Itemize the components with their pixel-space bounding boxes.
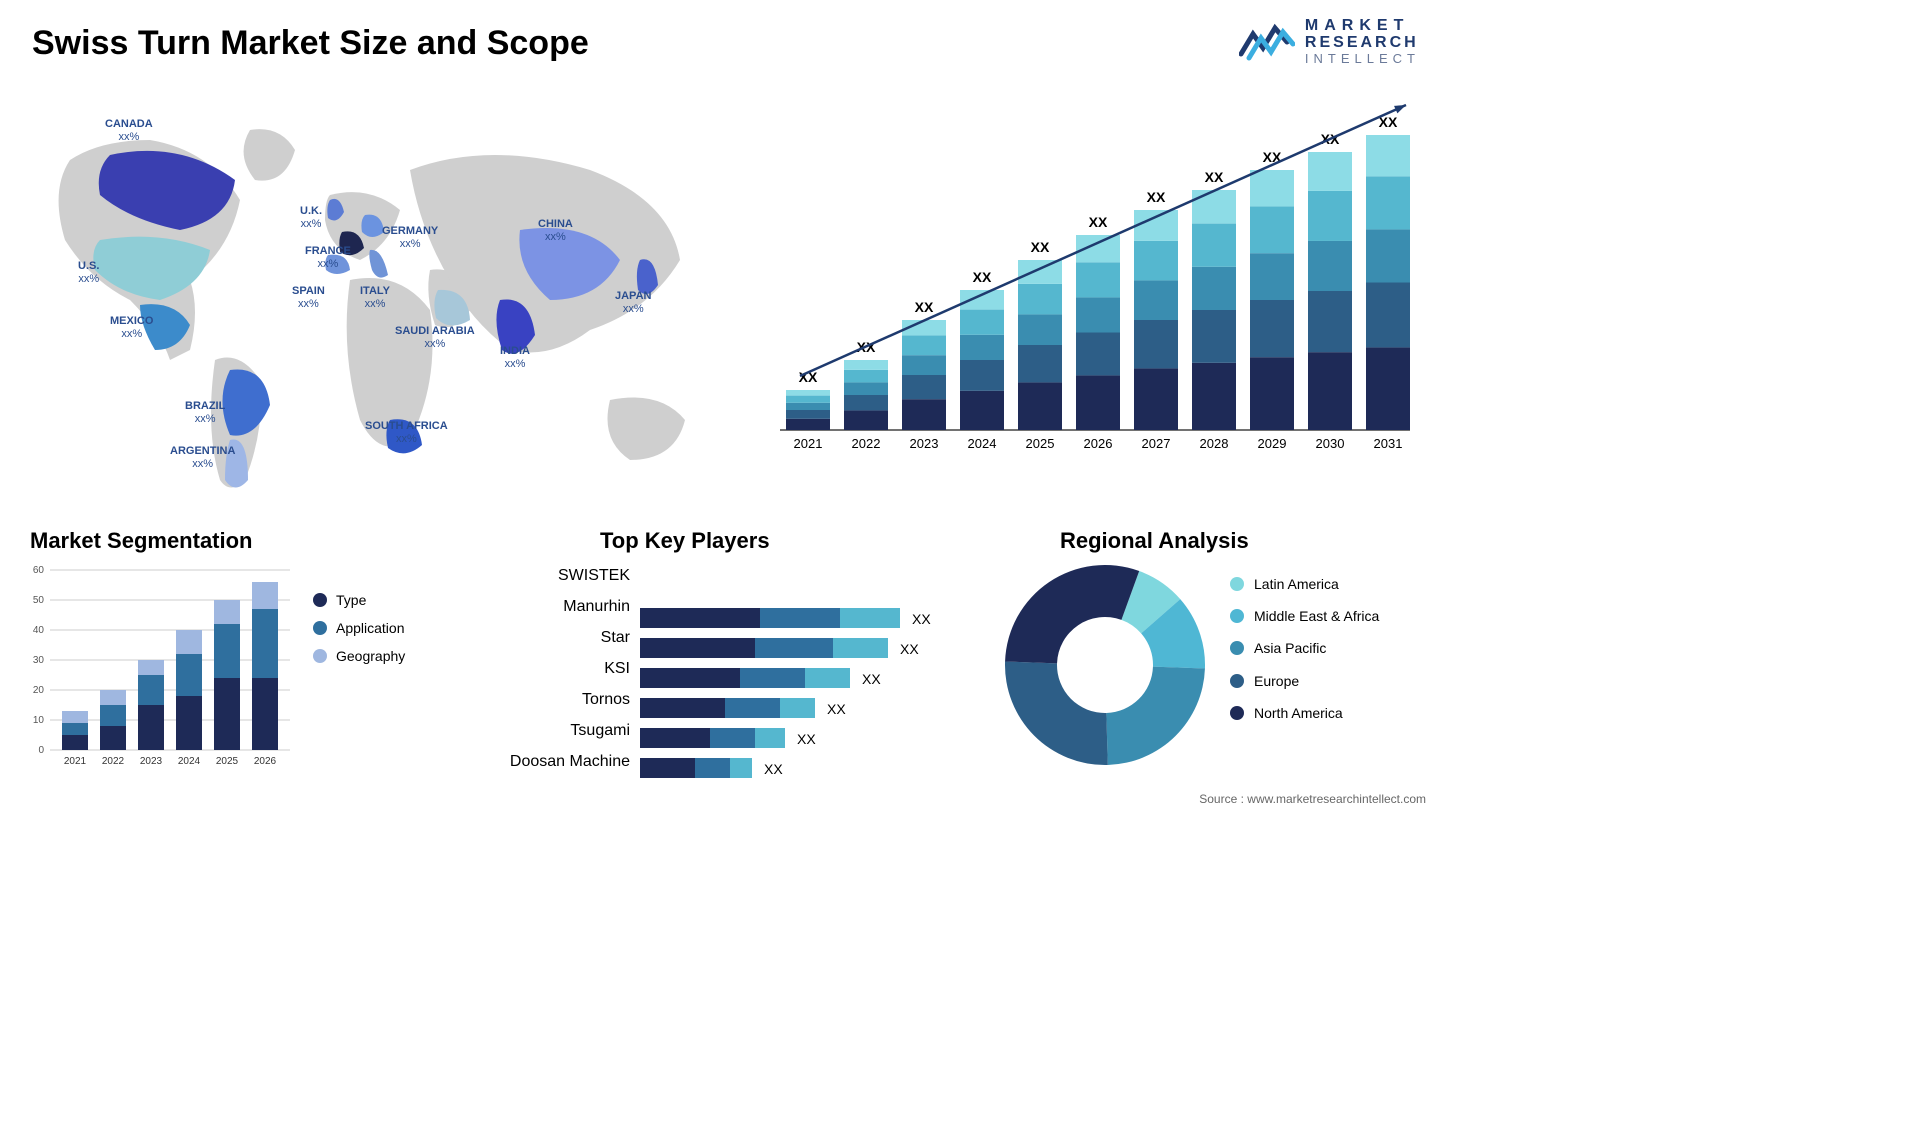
svg-text:2025: 2025 (216, 756, 239, 767)
svg-text:2024: 2024 (178, 756, 201, 767)
region-legend-item: North America (1230, 704, 1430, 722)
world-map: CANADAxx% U.S.xx% MEXICOxx% BRAZILxx% ARGENT… (30, 100, 730, 500)
player-name: Doosan Machine (470, 746, 630, 777)
segmentation-svg: 0 10 20 30 40 50 60 2021 2022 2023 2024 2025 2026 Typ… (20, 560, 450, 780)
growth-chart-svg: XX2021XX2022XX2023XX2024XX2025XX2026XX20… (770, 100, 1420, 470)
svg-text:2026: 2026 (254, 756, 277, 767)
growth-chart: XX2021XX2022XX2023XX2024XX2025XX2026XX20… (770, 100, 1420, 470)
legend-label: Asia Pacific (1254, 639, 1326, 657)
legend-label: Europe (1254, 672, 1299, 690)
svg-text:XX: XX (1089, 214, 1108, 230)
map-label-germany: GERMANYxx% (382, 225, 438, 251)
legend-dot (1230, 674, 1244, 688)
map-label-argentina: ARGENTINAxx% (170, 445, 235, 471)
svg-text:XX: XX (915, 299, 934, 315)
logo-line3: INTELLECT (1305, 52, 1420, 66)
legend-label: Latin America (1254, 575, 1339, 593)
brand-logo: MARKET RESEARCH INTELLECT (1239, 18, 1420, 65)
svg-text:XX: XX (827, 701, 846, 717)
logo-line2: RESEARCH (1305, 35, 1420, 52)
player-name: SWISTEK (470, 560, 630, 591)
svg-text:2021: 2021 (794, 436, 823, 451)
map-label-spain: SPAINxx% (292, 285, 325, 311)
map-label-italy: ITALYxx% (360, 285, 390, 311)
svg-text:60: 60 (33, 565, 45, 576)
player-name: Tornos (470, 684, 630, 715)
svg-text:Application: Application (336, 620, 405, 636)
svg-text:2026: 2026 (1084, 436, 1113, 451)
page-title: Swiss Turn Market Size and Scope (32, 24, 589, 63)
svg-text:2023: 2023 (140, 756, 163, 767)
svg-text:2022: 2022 (852, 436, 881, 451)
map-label-south-africa: SOUTH AFRICAxx% (365, 420, 448, 446)
map-label-canada: CANADAxx% (105, 118, 153, 144)
key-players-svg: XX XX XX XX XX XX (640, 570, 970, 780)
svg-text:20: 20 (33, 685, 45, 696)
key-players-title: Top Key Players (600, 528, 770, 554)
map-label-france: FRANCExx% (305, 245, 351, 271)
player-name: Tsugami (470, 715, 630, 746)
svg-text:30: 30 (33, 655, 45, 666)
map-label-saudi-arabia: SAUDI ARABIAxx% (395, 325, 475, 351)
svg-text:XX: XX (797, 731, 816, 747)
svg-text:XX: XX (1147, 189, 1166, 205)
svg-text:2031: 2031 (1374, 436, 1403, 451)
player-name: KSI (470, 653, 630, 684)
region-legend-item: Europe (1230, 672, 1430, 690)
svg-text:2023: 2023 (910, 436, 939, 451)
map-label-mexico: MEXICOxx% (110, 315, 153, 341)
player-name: Manurhin (470, 591, 630, 622)
region-legend-item: Asia Pacific (1230, 639, 1430, 657)
svg-text:XX: XX (764, 761, 783, 777)
svg-text:2027: 2027 (1142, 436, 1171, 451)
source-credit: Source : www.marketresearchintellect.com (1199, 792, 1426, 806)
svg-text:Type: Type (336, 592, 367, 608)
map-label-u-s-: U.S.xx% (78, 260, 99, 286)
player-name: Star (470, 622, 630, 653)
legend-dot (1230, 609, 1244, 623)
map-label-japan: JAPANxx% (615, 290, 651, 316)
region-legend-item: Middle East & Africa (1230, 607, 1430, 625)
regional-legend: Latin America Middle East & Africa Asia Pa… (1230, 575, 1430, 736)
key-players-bars: XX XX XX XX XX XX (640, 570, 970, 780)
legend-dot (1230, 577, 1244, 591)
map-label-brazil: BRAZILxx% (185, 400, 225, 426)
logo-line1: MARKET (1305, 18, 1420, 35)
map-label-u-k-: U.K.xx% (300, 205, 322, 231)
svg-text:2028: 2028 (1200, 436, 1229, 451)
legend-dot (1230, 641, 1244, 655)
donut-svg (1000, 560, 1210, 770)
svg-text:XX: XX (912, 611, 931, 627)
svg-text:2024: 2024 (968, 436, 997, 451)
logo-icon (1239, 22, 1295, 62)
map-label-china: CHINAxx% (538, 218, 573, 244)
svg-text:2025: 2025 (1026, 436, 1055, 451)
svg-text:XX: XX (1205, 169, 1224, 185)
regional-donut (1000, 560, 1210, 770)
svg-text:2021: 2021 (64, 756, 87, 767)
svg-text:2030: 2030 (1316, 436, 1345, 451)
legend-label: North America (1254, 704, 1343, 722)
svg-text:0: 0 (38, 745, 44, 756)
svg-text:XX: XX (900, 641, 919, 657)
segmentation-title: Market Segmentation (30, 528, 253, 554)
svg-text:40: 40 (33, 625, 45, 636)
svg-text:2022: 2022 (102, 756, 125, 767)
segmentation-chart: 0 10 20 30 40 50 60 2021 2022 2023 2024 2025 2026 Typ… (20, 560, 450, 780)
regional-title: Regional Analysis (1060, 528, 1249, 554)
svg-text:XX: XX (862, 671, 881, 687)
legend-label: Middle East & Africa (1254, 607, 1379, 625)
svg-text:2029: 2029 (1258, 436, 1287, 451)
map-label-india: INDIAxx% (500, 345, 530, 371)
svg-text:50: 50 (33, 595, 45, 606)
svg-text:10: 10 (33, 715, 45, 726)
region-legend-item: Latin America (1230, 575, 1430, 593)
svg-text:XX: XX (973, 269, 992, 285)
key-players-names: SWISTEKManurhinStarKSITornosTsugamiDoosa… (470, 560, 630, 777)
svg-text:XX: XX (1031, 239, 1050, 255)
svg-text:Geography: Geography (336, 648, 405, 664)
legend-dot (1230, 706, 1244, 720)
